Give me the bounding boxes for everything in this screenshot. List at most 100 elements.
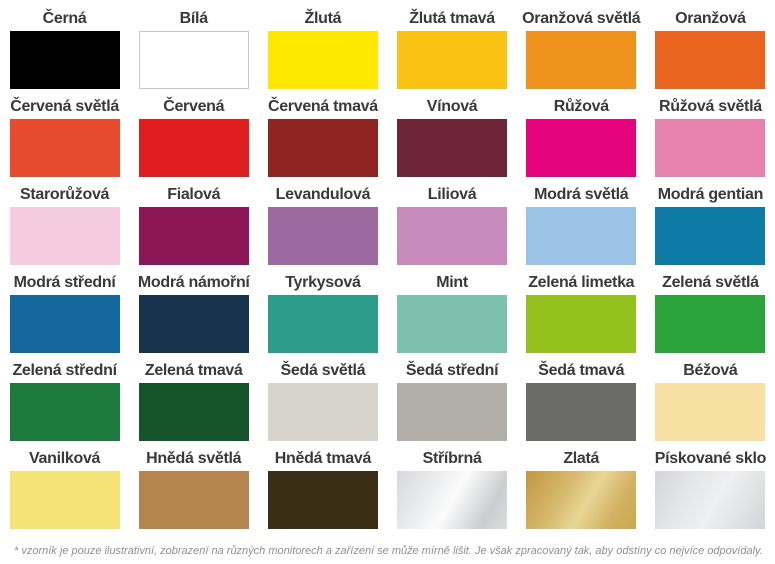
swatch-cell: Oranžová (646, 2, 775, 90)
color-swatch (267, 295, 378, 353)
color-swatch (526, 295, 637, 353)
swatch-cell: Bílá (129, 2, 258, 90)
swatch-label: Hnědá tmavá (274, 450, 372, 467)
color-swatch (655, 383, 766, 441)
swatch-cell: Zlatá (517, 442, 646, 530)
swatch-label: Modrá námořní (137, 274, 250, 291)
swatch-cell: Růžová světlá (646, 90, 775, 178)
color-swatch (655, 295, 766, 353)
swatch-label: Žlutá tmavá (409, 10, 495, 27)
swatch-cell: Žlutá tmavá (388, 2, 517, 90)
swatch-cell: Červená světlá (0, 90, 129, 178)
swatch-label: Oranžová (675, 10, 746, 27)
swatch-label: Zlatá (563, 450, 600, 467)
swatch-label: Bílá (179, 10, 208, 27)
swatch-cell: Liliová (388, 178, 517, 266)
swatch-cell: Červená tmavá (258, 90, 387, 178)
swatch-cell: Vanilková (0, 442, 129, 530)
color-swatch (267, 31, 378, 89)
color-swatch (397, 471, 508, 529)
swatch-label: Vanilková (29, 450, 101, 467)
swatch-cell: Hnědá tmavá (258, 442, 387, 530)
swatch-label: Tyrkysová (285, 274, 361, 291)
swatch-cell: Žlutá (258, 2, 387, 90)
color-swatch (9, 119, 120, 177)
swatch-cell: Béžová (646, 354, 775, 442)
swatch-cell: Oranžová světlá (517, 2, 646, 90)
swatch-label: Modrá gentian (657, 186, 764, 203)
swatch-label: Červená tmavá (267, 98, 378, 115)
swatch-cell: Fialová (129, 178, 258, 266)
swatch-label: Modrá střední (13, 274, 116, 291)
swatch-label: Růžová (553, 98, 609, 115)
color-swatch (9, 383, 120, 441)
color-swatch (138, 383, 249, 441)
swatch-cell: Zelená limetka (517, 266, 646, 354)
color-swatch (138, 207, 249, 265)
swatch-cell: Černá (0, 2, 129, 90)
color-swatch (9, 295, 120, 353)
swatch-label: Béžová (683, 362, 738, 379)
swatch-label: Liliová (427, 186, 477, 203)
swatch-label: Oranžová světlá (522, 10, 641, 27)
swatch-label: Mint (436, 274, 468, 291)
color-swatch (526, 383, 637, 441)
swatch-label: Levandulová (275, 186, 371, 203)
swatch-cell: Tyrkysová (258, 266, 387, 354)
color-swatch (138, 471, 249, 529)
swatch-label: Červená světlá (10, 98, 119, 115)
swatch-label: Šedá střední (405, 362, 499, 379)
swatch-cell: Modrá světlá (517, 178, 646, 266)
swatch-label: Zelená tmavá (144, 362, 243, 379)
swatch-label: Fialová (167, 186, 221, 203)
color-swatch (526, 31, 637, 89)
swatch-label: Stříbrná (422, 450, 482, 467)
swatch-cell: Levandulová (258, 178, 387, 266)
swatch-label: Žlutá (304, 10, 342, 27)
color-swatch (138, 31, 249, 89)
swatch-cell: Modrá námořní (129, 266, 258, 354)
swatch-cell: Pískované sklo (646, 442, 775, 530)
color-swatch (397, 119, 508, 177)
swatch-cell: Stříbrná (388, 442, 517, 530)
color-swatch (526, 207, 637, 265)
swatch-cell: Starorůžová (0, 178, 129, 266)
swatch-cell: Modrá gentian (646, 178, 775, 266)
swatch-cell: Zelená střední (0, 354, 129, 442)
color-swatch (9, 207, 120, 265)
swatch-cell: Vínová (388, 90, 517, 178)
swatch-label: Zelená limetka (528, 274, 635, 291)
color-swatch (655, 471, 766, 529)
color-swatch (397, 207, 508, 265)
color-swatch (397, 383, 508, 441)
swatch-label: Černá (42, 10, 87, 27)
swatch-label: Růžová světlá (659, 98, 762, 115)
swatch-cell: Zelená tmavá (129, 354, 258, 442)
swatch-cell: Červená (129, 90, 258, 178)
swatch-cell: Šedá světlá (258, 354, 387, 442)
swatch-label: Hnědá světlá (146, 450, 242, 467)
swatch-label: Šedá tmavá (538, 362, 625, 379)
swatch-cell: Růžová (517, 90, 646, 178)
swatch-label: Pískované sklo (654, 450, 767, 467)
swatch-label: Červená (163, 98, 225, 115)
color-swatch (397, 31, 508, 89)
color-swatch (267, 471, 378, 529)
color-swatch (526, 471, 637, 529)
color-swatch (267, 383, 378, 441)
swatch-label: Starorůžová (19, 186, 110, 203)
swatch-cell: Modrá střední (0, 266, 129, 354)
swatch-label: Zelená střední (12, 362, 117, 379)
color-swatch (267, 207, 378, 265)
color-swatch (655, 31, 766, 89)
color-swatch (397, 295, 508, 353)
color-swatch (138, 119, 249, 177)
color-swatch (138, 295, 249, 353)
swatch-cell: Šedá střední (388, 354, 517, 442)
swatch-label: Modrá světlá (534, 186, 629, 203)
swatch-cell: Zelená světlá (646, 266, 775, 354)
color-swatch (526, 119, 637, 177)
color-swatch (655, 207, 766, 265)
color-swatch (9, 471, 120, 529)
